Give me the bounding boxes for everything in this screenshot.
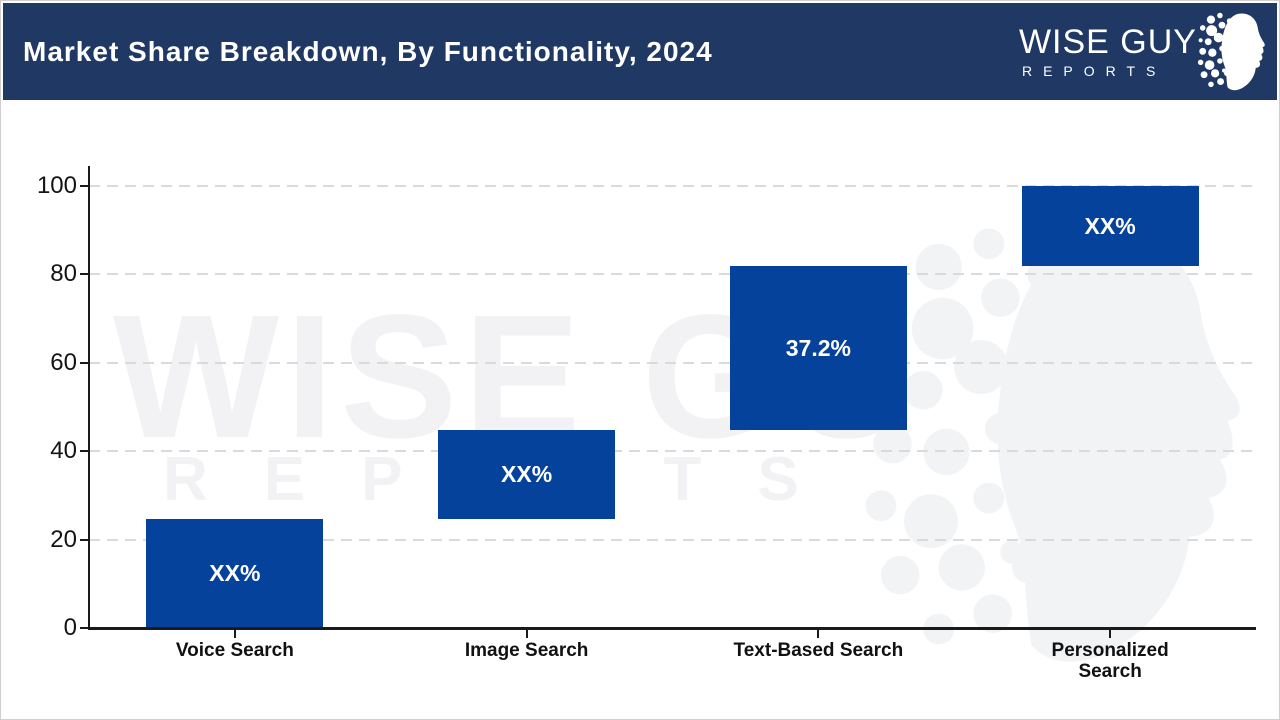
y-tick (80, 361, 88, 364)
y-tick-label: 60 (50, 348, 77, 376)
x-category-label: Text-Based Search (733, 640, 904, 661)
gridline (89, 273, 1256, 276)
gridline (89, 361, 1256, 364)
x-tick (1109, 630, 1112, 638)
y-tick (80, 185, 88, 187)
head-watermark-icon (865, 228, 1240, 662)
x-category-label: Voice Search (175, 640, 294, 661)
gridline (89, 450, 1256, 453)
y-tick (80, 538, 88, 541)
wise-guy-head-icon (1197, 12, 1265, 91)
bar-value-label: 37.2% (785, 334, 851, 361)
brand-subtitle: REPORTS (1021, 63, 1167, 79)
y-tick-label: 20 (50, 525, 77, 553)
gridline (89, 185, 1256, 187)
x-tick (817, 630, 820, 638)
bar-value-label: XX% (501, 461, 553, 488)
header-band: Market Share Breakdown, By Functionality… (3, 3, 1277, 100)
y-tick (80, 627, 88, 629)
brand-text: WISE GUY REPORTS (1019, 23, 1197, 79)
x-category-label: Personalized Search (1051, 640, 1169, 682)
brand-name: WISE GUY (1018, 23, 1197, 61)
y-tick-label: 0 (63, 614, 77, 641)
y-axis-line (88, 166, 90, 629)
y-tick (80, 450, 88, 453)
bar-value-label: XX% (209, 559, 261, 586)
y-tick-label: 80 (50, 260, 77, 288)
x-tick (233, 630, 236, 638)
brand-logo: WISE GUY REPORTS (1017, 7, 1269, 97)
bar-value-label: XX% (1084, 212, 1136, 239)
bar-segment: 37.2% (729, 266, 907, 431)
bar-segment: XX% (146, 518, 324, 628)
bar-segment: XX% (1021, 186, 1199, 266)
x-tick (525, 630, 528, 638)
y-tick-label: 100 (36, 172, 77, 199)
gridline (89, 538, 1256, 541)
x-axis-line (88, 627, 1256, 630)
x-category-label: Image Search (464, 640, 589, 661)
bar-segment: XX% (438, 430, 616, 519)
page-title: Market Share Breakdown, By Functionality… (23, 35, 713, 67)
y-tick-label: 40 (50, 437, 77, 465)
y-tick (80, 273, 88, 276)
